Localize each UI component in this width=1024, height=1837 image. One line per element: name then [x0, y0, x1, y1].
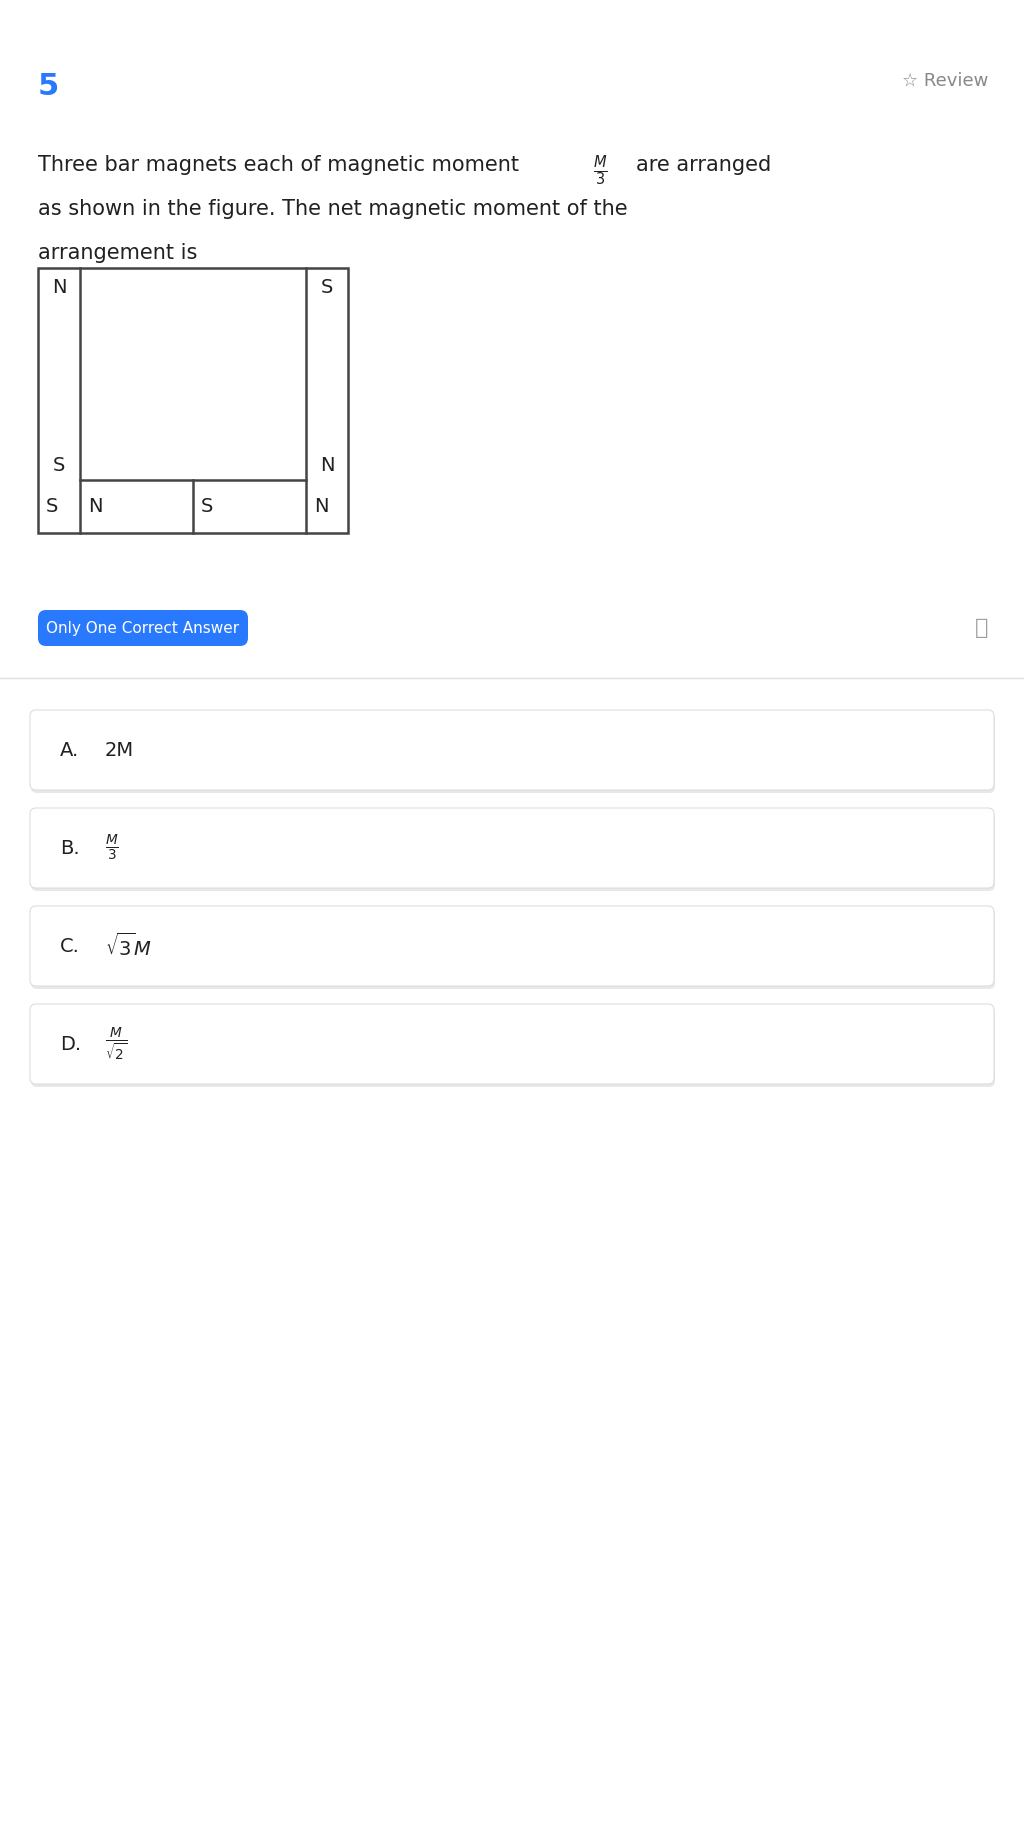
- Text: N: N: [88, 498, 102, 516]
- Text: B.: B.: [60, 838, 80, 858]
- Text: D.: D.: [60, 1034, 81, 1053]
- Text: A.: A.: [60, 740, 79, 759]
- Text: arrangement is: arrangement is: [38, 242, 198, 263]
- FancyBboxPatch shape: [30, 709, 994, 790]
- Text: $\frac{M}{\sqrt{2}}$: $\frac{M}{\sqrt{2}}$: [105, 1025, 127, 1062]
- Bar: [38, 268, 348, 533]
- FancyBboxPatch shape: [30, 1005, 994, 1084]
- FancyBboxPatch shape: [31, 1007, 995, 1088]
- Text: S: S: [46, 498, 58, 516]
- FancyBboxPatch shape: [31, 909, 995, 988]
- Text: S: S: [201, 498, 213, 516]
- Text: ⓘ: ⓘ: [975, 617, 988, 637]
- Text: N: N: [52, 277, 67, 298]
- FancyBboxPatch shape: [31, 713, 995, 794]
- Text: ☆ Review: ☆ Review: [901, 72, 988, 90]
- Text: $\sqrt{3}M$: $\sqrt{3}M$: [105, 933, 152, 959]
- Text: S: S: [53, 456, 66, 476]
- Text: 5: 5: [38, 72, 59, 101]
- Text: N: N: [314, 498, 329, 516]
- Text: are arranged: are arranged: [636, 154, 771, 175]
- FancyBboxPatch shape: [31, 810, 995, 891]
- Text: Three bar magnets each of magnetic moment: Three bar magnets each of magnetic momen…: [38, 154, 519, 175]
- Text: Only One Correct Answer: Only One Correct Answer: [46, 621, 240, 636]
- Text: $\frac{M}{3}$: $\frac{M}{3}$: [105, 832, 119, 863]
- Text: N: N: [319, 456, 334, 476]
- Text: $\frac{M}{3}$: $\frac{M}{3}$: [593, 152, 607, 187]
- FancyBboxPatch shape: [38, 610, 248, 647]
- Text: as shown in the figure. The net magnetic moment of the: as shown in the figure. The net magnetic…: [38, 198, 628, 219]
- Text: 2M: 2M: [105, 740, 134, 759]
- FancyBboxPatch shape: [30, 808, 994, 887]
- FancyBboxPatch shape: [30, 906, 994, 986]
- Text: C.: C.: [60, 937, 80, 955]
- Text: S: S: [321, 277, 333, 298]
